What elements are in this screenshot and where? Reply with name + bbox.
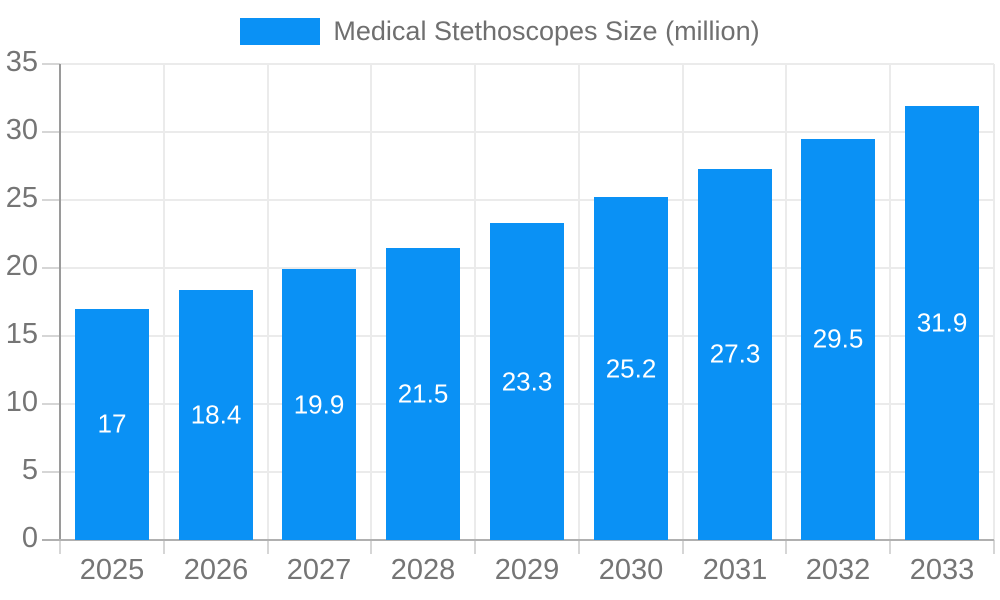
x-axis-line	[42, 539, 994, 541]
y-tick	[42, 63, 60, 65]
y-axis-label: 5	[21, 454, 38, 487]
bar-2026[interactable]	[179, 290, 253, 540]
bar-2033[interactable]	[905, 106, 979, 540]
bar-value-label: 21.5	[397, 378, 449, 409]
x-tick	[370, 540, 372, 554]
x-axis-label: 2032	[805, 554, 871, 586]
y-axis-label: 15	[5, 318, 38, 351]
x-gridline	[578, 64, 580, 540]
bar-value-label: 23.3	[501, 366, 553, 397]
x-gridline	[682, 64, 684, 540]
bar-2031[interactable]	[698, 169, 772, 540]
x-axis-label: 2033	[909, 554, 975, 586]
x-axis-label: 2027	[286, 554, 352, 586]
bar-value-label: 31.9	[916, 307, 968, 338]
y-axis-label: 25	[5, 182, 38, 215]
bar-value-label: 19.9	[293, 389, 345, 420]
x-gridline	[993, 64, 995, 540]
bar-value-label: 25.2	[605, 353, 657, 384]
x-tick	[785, 540, 787, 554]
y-tick	[42, 199, 60, 201]
bar-value-label: 17	[97, 408, 127, 439]
x-axis-label: 2026	[183, 554, 249, 586]
bar-2025[interactable]	[75, 309, 149, 540]
x-tick	[163, 540, 165, 554]
y-tick	[42, 471, 60, 473]
x-gridline	[370, 64, 372, 540]
y-tick	[42, 131, 60, 133]
y-axis-label: 30	[5, 114, 38, 147]
bar-2030[interactable]	[594, 197, 668, 540]
y-gridline	[60, 63, 994, 65]
x-axis-label: 2030	[598, 554, 664, 586]
bar-value-label: 27.3	[709, 338, 761, 369]
x-tick	[682, 540, 684, 554]
x-axis-label: 2028	[390, 554, 456, 586]
x-tick	[889, 540, 891, 554]
y-axis-label: 35	[5, 46, 38, 79]
bar-value-label: 29.5	[812, 323, 864, 354]
bar-2028[interactable]	[386, 248, 460, 540]
y-axis-label: 20	[5, 250, 38, 283]
x-gridline	[785, 64, 787, 540]
y-tick	[42, 403, 60, 405]
x-tick	[578, 540, 580, 554]
x-gridline	[267, 64, 269, 540]
y-axis-label: 0	[21, 522, 38, 555]
x-axis-label: 2029	[494, 554, 560, 586]
legend[interactable]: Medical Stethoscopes Size (million)	[0, 16, 1000, 47]
x-tick	[59, 540, 61, 554]
bar-2027[interactable]	[282, 269, 356, 540]
x-tick	[267, 540, 269, 554]
legend-label: Medical Stethoscopes Size (million)	[333, 16, 760, 46]
legend-swatch	[240, 18, 321, 46]
bar-2032[interactable]	[801, 139, 875, 540]
x-gridline	[163, 64, 165, 540]
y-tick	[42, 335, 60, 337]
x-axis-label: 2025	[79, 554, 145, 586]
y-tick	[42, 267, 60, 269]
bar-2029[interactable]	[490, 223, 564, 540]
x-tick	[474, 540, 476, 554]
y-axis-label: 10	[5, 386, 38, 419]
x-tick	[993, 540, 995, 554]
y-axis-line	[59, 64, 61, 540]
x-axis-label: 2031	[702, 554, 768, 586]
y-gridline	[60, 131, 994, 133]
y-gridline	[60, 199, 994, 201]
x-gridline	[889, 64, 891, 540]
x-gridline	[474, 64, 476, 540]
bar-value-label: 18.4	[190, 399, 242, 430]
